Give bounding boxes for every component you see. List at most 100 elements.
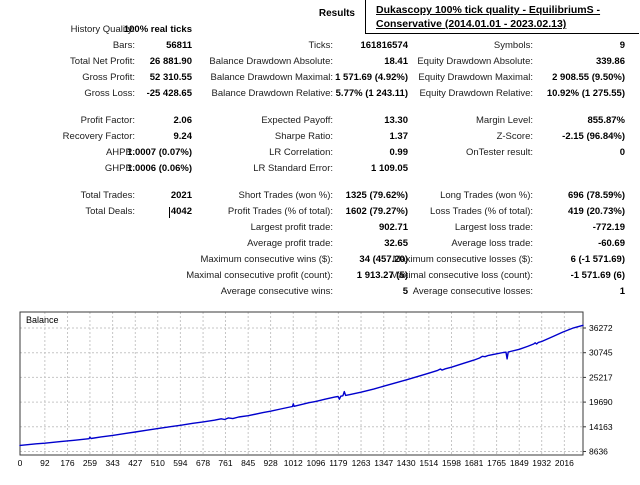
stat-row: Bars: 56811 Ticks: 161816574 Symbols: 9 — [0, 38, 640, 54]
stat-label: Total Net Profit: — [70, 56, 135, 67]
report-title-box: Dukascopy 100% tick quality - Equilibriu… — [365, 0, 639, 34]
stat-row: Gross Loss: -25 428.65 Balance Drawdown Re… — [0, 86, 640, 102]
x-axis-label: 176 — [60, 458, 74, 468]
balance-chart: 36272 30745 25217 19690 14163 8636 0 92 176 259 34… — [0, 305, 640, 480]
stat-row: GHPR: 1.0006 (0.06%) LR Standard Error: 1 1… — [0, 161, 640, 177]
stat-value: 902.71 — [378, 222, 408, 233]
stat-value: 56811 — [166, 40, 192, 51]
chart-title: Balance — [26, 315, 59, 325]
y-axis-label: 19690 — [589, 397, 613, 407]
balance-line — [19, 324, 584, 447]
stat-label: Average profit trade: — [247, 238, 333, 249]
stat-value: 855.87% — [587, 115, 625, 126]
stat-value — [533, 161, 625, 177]
stat-value: 26 881.90 — [149, 56, 192, 67]
stat-value: 9.24 — [173, 131, 193, 142]
stat-value — [135, 284, 192, 300]
stat-label: Largest profit trade: — [250, 222, 333, 233]
x-axis-label: 594 — [173, 458, 187, 468]
stat-label — [408, 161, 533, 177]
stat-value: 18.41 — [384, 56, 408, 67]
stat-label: Total Trades: — [80, 190, 135, 201]
stat-label: Recovery Factor: — [62, 131, 135, 142]
stat-label: Balance Drawdown Absolute: — [209, 56, 333, 67]
stat-label: Maximum consecutive wins ($): — [200, 254, 333, 265]
stat-value: 0 — [619, 147, 625, 158]
x-axis-label: 259 — [83, 458, 97, 468]
stat-label: GHPR: — [104, 163, 135, 174]
stat-value: 1 — [619, 286, 625, 297]
balance-chart-svg: 36272 30745 25217 19690 14163 8636 0 92 176 259 34… — [18, 311, 613, 468]
stat-value: 52 310.55 — [149, 72, 192, 83]
x-axis-label: 1347 — [374, 458, 393, 468]
stat-value — [533, 22, 625, 38]
x-axis-label: 1096 — [306, 458, 325, 468]
stat-value: 10.92% (1 275.55) — [546, 88, 625, 99]
y-axis-label: 14163 — [589, 422, 613, 432]
stat-label: Equity Drawdown Absolute: — [417, 56, 533, 67]
stat-value — [135, 220, 192, 236]
stat-label — [192, 22, 333, 38]
stat-label: Average consecutive wins: — [220, 286, 333, 297]
stat-value: -25 428.65 — [146, 88, 192, 99]
stat-value: 2.06 — [173, 115, 193, 126]
x-axis-label: 1849 — [510, 458, 529, 468]
stat-label: Equity Drawdown Relative: — [419, 88, 533, 99]
x-axis-label: 761 — [218, 458, 232, 468]
stat-label: Long Trades (won %): — [440, 190, 533, 201]
stat-value: 1.0007 (0.07%) — [127, 147, 192, 158]
stat-value: 1 571.69 (4.92%) — [335, 72, 408, 83]
stat-row: Gross Profit: 52 310.55 Balance Drawdown M… — [0, 70, 640, 86]
stat-label: LR Standard Error: — [253, 163, 333, 174]
stat-label: Margin Level: — [475, 115, 533, 126]
stat-value: 5 — [402, 286, 408, 297]
stat-label — [0, 268, 135, 284]
stat-label: Sharpe Ratio: — [274, 131, 333, 142]
stat-label: Profit Factor: — [80, 115, 135, 126]
x-axis-label: 2016 — [555, 458, 574, 468]
stat-row: Average profit trade: 32.65 Average loss t… — [0, 236, 640, 252]
stat-label: Total Deals: — [85, 206, 135, 217]
stat-row: Profit Factor: 2.06 Expected Payoff: 13.30 M… — [0, 113, 640, 129]
stat-value: -1 571.69 (6) — [570, 270, 625, 281]
x-axis-label: 845 — [241, 458, 255, 468]
stat-label: Profit Trades (% of total): — [227, 206, 333, 217]
x-axis-label: 1179 — [329, 458, 348, 468]
stat-row: Maximal consecutive profit (count): 1 913… — [0, 268, 640, 284]
stat-value: 2 908.55 (9.50%) — [552, 72, 625, 83]
y-axis-label: 25217 — [589, 372, 613, 382]
y-axis-label: 8636 — [589, 447, 608, 457]
stat-value: 0.99 — [389, 147, 409, 158]
stat-label: Maximal consecutive loss (count): — [390, 270, 533, 281]
x-axis-label: 92 — [40, 458, 50, 468]
stat-value — [135, 252, 192, 268]
stat-row: Total Deals: 4042 Profit Trades (% of tota… — [0, 204, 640, 220]
text-cursor — [168, 206, 170, 218]
stat-label: Ticks: — [308, 40, 333, 51]
stat-label: OnTester result: — [465, 147, 533, 158]
x-axis-label: 1765 — [487, 458, 506, 468]
report-title-line-1: Dukascopy 100% tick quality - Equilibriu… — [376, 4, 601, 16]
x-axis-label: 0 — [18, 458, 23, 468]
stat-label: Maximum consecutive losses ($): — [392, 254, 533, 265]
stat-label: Symbols: — [493, 40, 533, 51]
x-axis-label: 1681 — [464, 458, 483, 468]
stat-value — [135, 236, 192, 252]
x-axis-label: 343 — [106, 458, 120, 468]
stat-value: 161816574 — [360, 40, 408, 51]
stat-row: Average consecutive wins: 5 Average consec… — [0, 284, 640, 300]
x-axis-label: 1932 — [532, 458, 551, 468]
stat-value: 2021 — [170, 190, 192, 201]
stat-label: Largest loss trade: — [454, 222, 533, 233]
stat-value — [333, 22, 408, 38]
stat-value: 1 109.05 — [371, 163, 408, 174]
stat-label: Loss Trades (% of total): — [430, 206, 533, 217]
stat-value: 1602 (79.27%) — [345, 206, 408, 217]
stat-label — [408, 22, 533, 38]
stat-label: Average consecutive losses: — [412, 286, 533, 297]
x-axis-label: 1598 — [442, 458, 461, 468]
stat-value: 32.65 — [384, 238, 408, 249]
stat-label: Short Trades (won %): — [238, 190, 333, 201]
stat-value: 4042 — [168, 206, 192, 218]
